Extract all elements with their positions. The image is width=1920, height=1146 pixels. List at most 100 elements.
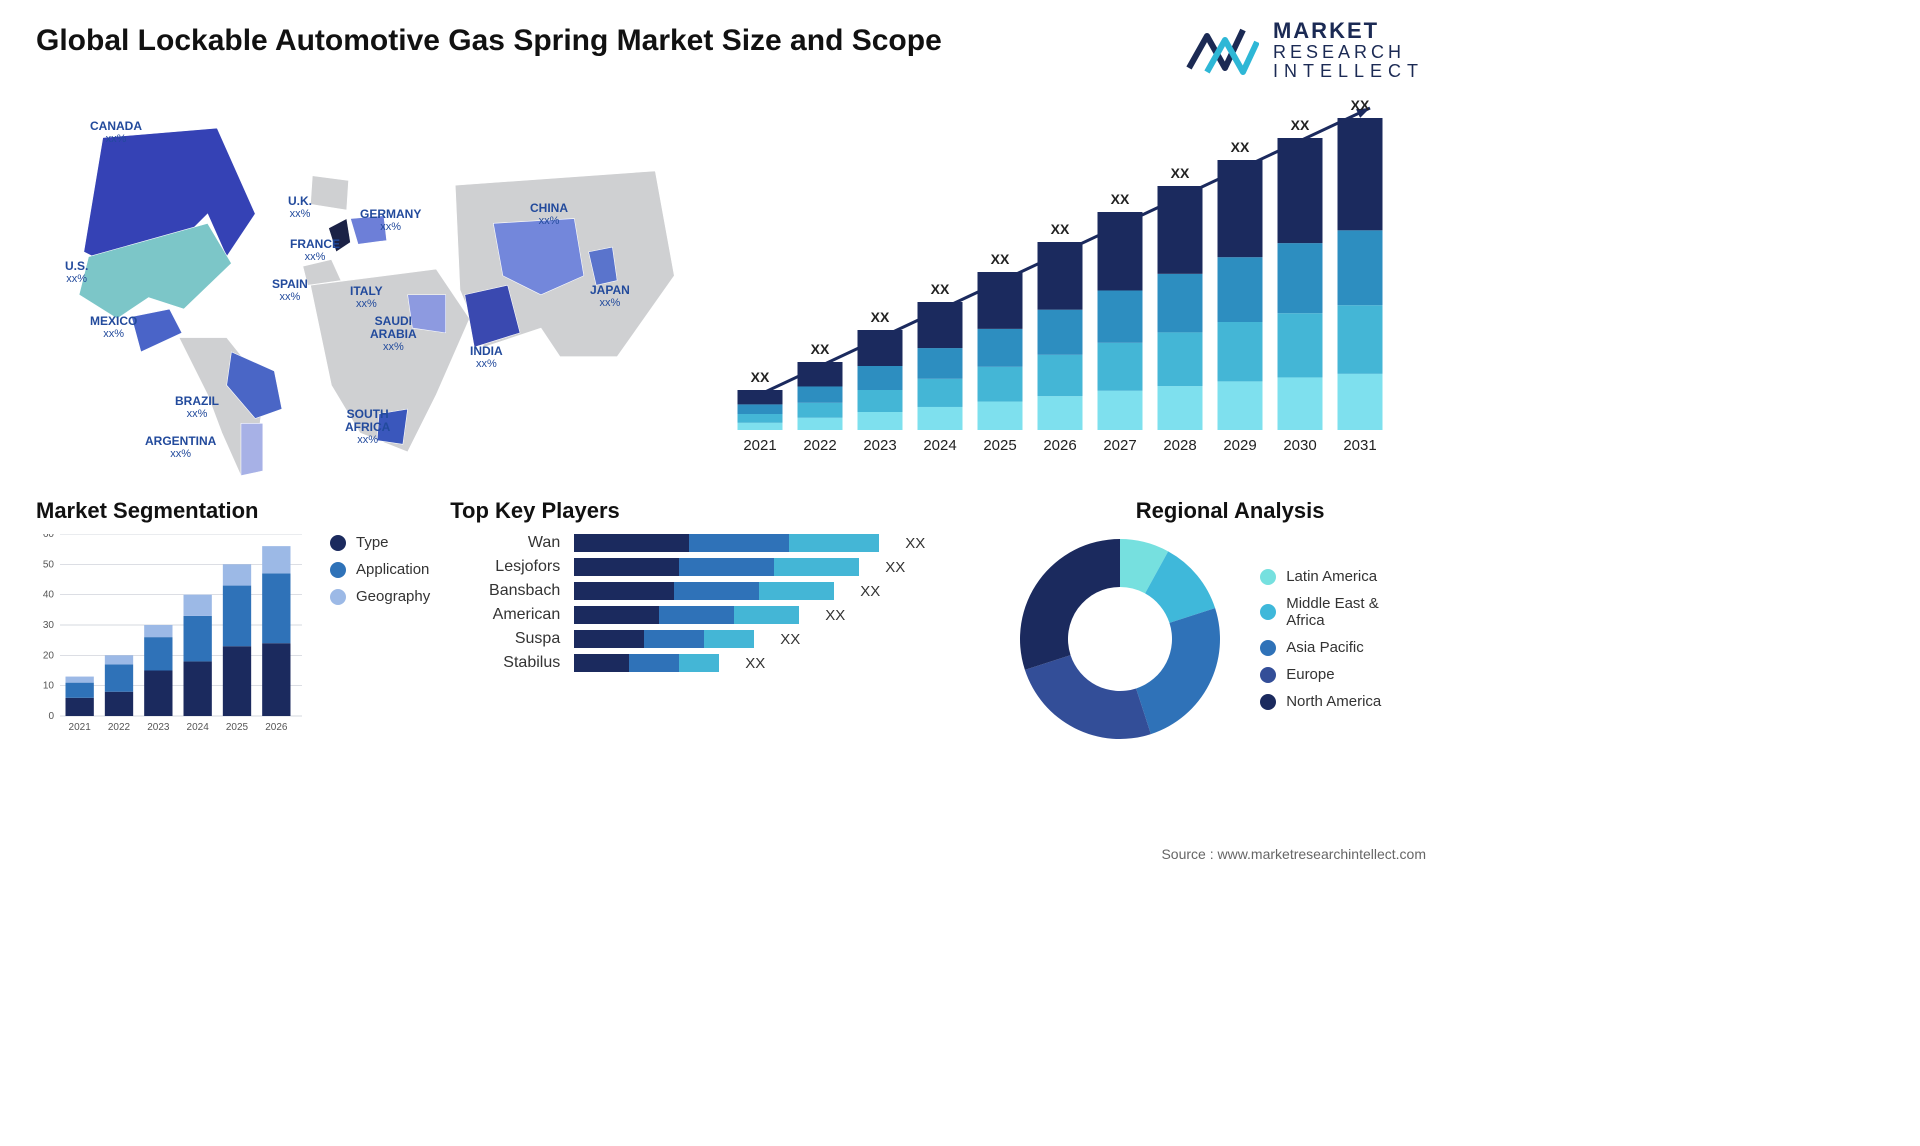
legend-label: Geography [356,588,430,605]
world-map: CANADAxx%U.S.xx%MEXICOxx%BRAZILxx%ARGENT… [10,90,710,490]
header: Global Lockable Automotive Gas Spring Ma… [0,0,1460,82]
svg-text:XX: XX [931,281,950,297]
svg-text:40: 40 [43,590,55,601]
svg-text:2024: 2024 [187,722,210,733]
logo-text-2: RESEARCH [1273,42,1424,63]
player-name: Wan [450,534,560,552]
svg-text:XX: XX [1231,139,1250,155]
map-label: CHINAxx% [530,202,568,227]
svg-text:2022: 2022 [108,722,131,733]
top-row: CANADAxx%U.S.xx%MEXICOxx%BRAZILxx%ARGENT… [10,90,1450,490]
svg-text:2023: 2023 [147,722,170,733]
svg-text:60: 60 [43,534,55,540]
map-label: SPAINxx% [272,278,308,303]
brand-logo: MARKET RESEARCH INTELLECT [1185,18,1424,82]
player-value: XX [745,655,765,672]
svg-text:2028: 2028 [1163,437,1196,454]
player-bar-segment [789,534,879,552]
legend-swatch-icon [330,589,346,605]
bottom-row: Market Segmentation 01020304050602021202… [10,498,1450,758]
legend-swatch-icon [330,535,346,551]
player-value: XX [885,559,905,576]
legend-label: North America [1286,693,1381,710]
legend-label: Latin America [1286,568,1377,585]
svg-text:2029: 2029 [1223,437,1256,454]
map-label: SOUTHAFRICAxx% [345,408,390,446]
svg-text:XX: XX [1051,221,1070,237]
player-bar-segment [679,558,774,576]
logo-text: MARKET RESEARCH INTELLECT [1273,18,1424,82]
segmentation-legend: Type Application Geography [330,534,430,605]
svg-text:XX: XX [991,251,1010,267]
map-label: ARGENTINAxx% [145,435,216,460]
key-players-title: Top Key Players [450,498,990,524]
legend-item: North America [1260,693,1381,710]
player-value: XX [905,535,925,552]
legend-label: Application [356,561,429,578]
player-name: Lesjofors [450,558,560,576]
player-row: Wan XX [450,534,990,552]
legend-swatch-icon [1260,640,1276,656]
map-label: BRAZILxx% [175,395,219,420]
svg-text:2023: 2023 [863,437,896,454]
player-name: Suspa [450,630,560,648]
player-bar [574,582,834,600]
svg-text:XX: XX [751,369,770,385]
regional-panel: Regional Analysis Latin AmericaMiddle Ea… [1010,498,1450,758]
player-bar-segment [574,630,644,648]
player-bar-segment [689,534,789,552]
player-name: Stabilus [450,654,560,672]
legend-item: Middle East &Africa [1260,595,1381,629]
player-bar-segment [574,654,629,672]
player-value: XX [860,583,880,600]
player-row: BansbachXX [450,582,990,600]
svg-text:2025: 2025 [983,437,1016,454]
logo-mark-icon [1185,22,1259,78]
player-row: Lesjofors XX [450,558,990,576]
player-bar-segment [659,606,734,624]
legend-label: Asia Pacific [1286,639,1364,656]
main-content: CANADAxx%U.S.xx%MEXICOxx%BRAZILxx%ARGENT… [0,82,1460,758]
player-bar-segment [644,630,704,648]
segmentation-chart-svg: 0102030405060202120222023202420252026 [36,534,306,744]
logo-text-1: MARKET [1273,18,1424,44]
svg-text:0: 0 [48,711,54,722]
svg-text:2021: 2021 [743,437,776,454]
player-bar [574,606,799,624]
legend-item: Type [330,534,430,551]
svg-text:XX: XX [811,341,830,357]
player-bar [574,654,719,672]
svg-text:2026: 2026 [1043,437,1076,454]
growth-chart-svg: XX2021XX2022XX2023XX2024XX2025XX2026XX20… [730,100,1400,470]
map-label: GERMANYxx% [360,208,421,233]
legend-label: Type [356,534,389,551]
svg-text:XX: XX [1111,191,1130,207]
map-label: U.K.xx% [288,195,312,220]
logo-text-3: INTELLECT [1273,61,1424,82]
segmentation-panel: Market Segmentation 01020304050602021202… [10,498,430,758]
player-bar-segment [679,654,719,672]
player-bar-segment [774,558,859,576]
player-bar-segment [704,630,754,648]
source-footer: Source : www.marketresearchintellect.com [1161,846,1426,862]
player-row: AmericanXX [450,606,990,624]
legend-item: Asia Pacific [1260,639,1381,656]
player-bar [574,558,859,576]
player-name: American [450,606,560,624]
svg-text:2022: 2022 [803,437,836,454]
player-bar-segment [574,606,659,624]
key-players-panel: Top Key Players WanXXLesjoforsXXBansbach… [450,498,990,758]
segmentation-title: Market Segmentation [36,498,430,524]
player-row: Stabilus XX [450,654,990,672]
legend-item: Latin America [1260,568,1381,585]
player-row: SuspaXX [450,630,990,648]
map-label: ITALYxx% [350,285,383,310]
legend-item: Application [330,561,430,578]
player-bar [574,630,754,648]
map-label: U.S.xx% [65,260,88,285]
map-label: SAUDIARABIAxx% [370,315,417,353]
legend-item: Geography [330,588,430,605]
player-bar-segment [574,582,674,600]
svg-text:XX: XX [1351,100,1370,113]
legend-label: Europe [1286,666,1334,683]
